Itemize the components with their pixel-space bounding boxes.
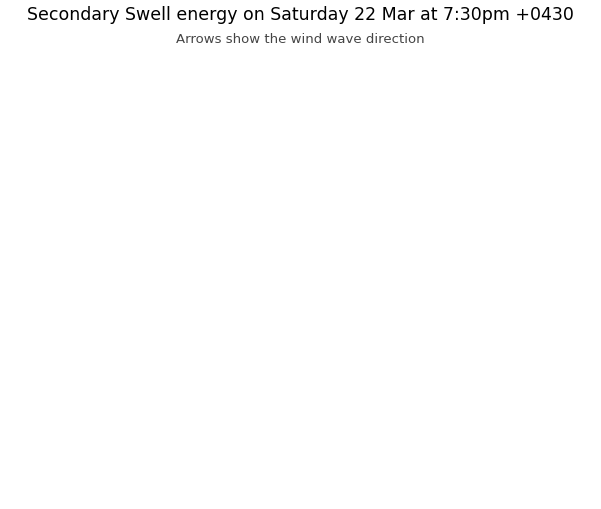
Text: Secondary Swell energy on Saturday 22 Mar at 7:30pm +0430: Secondary Swell energy on Saturday 22 Ma… [27, 6, 574, 24]
Text: Arrows show the wind wave direction: Arrows show the wind wave direction [176, 33, 425, 45]
